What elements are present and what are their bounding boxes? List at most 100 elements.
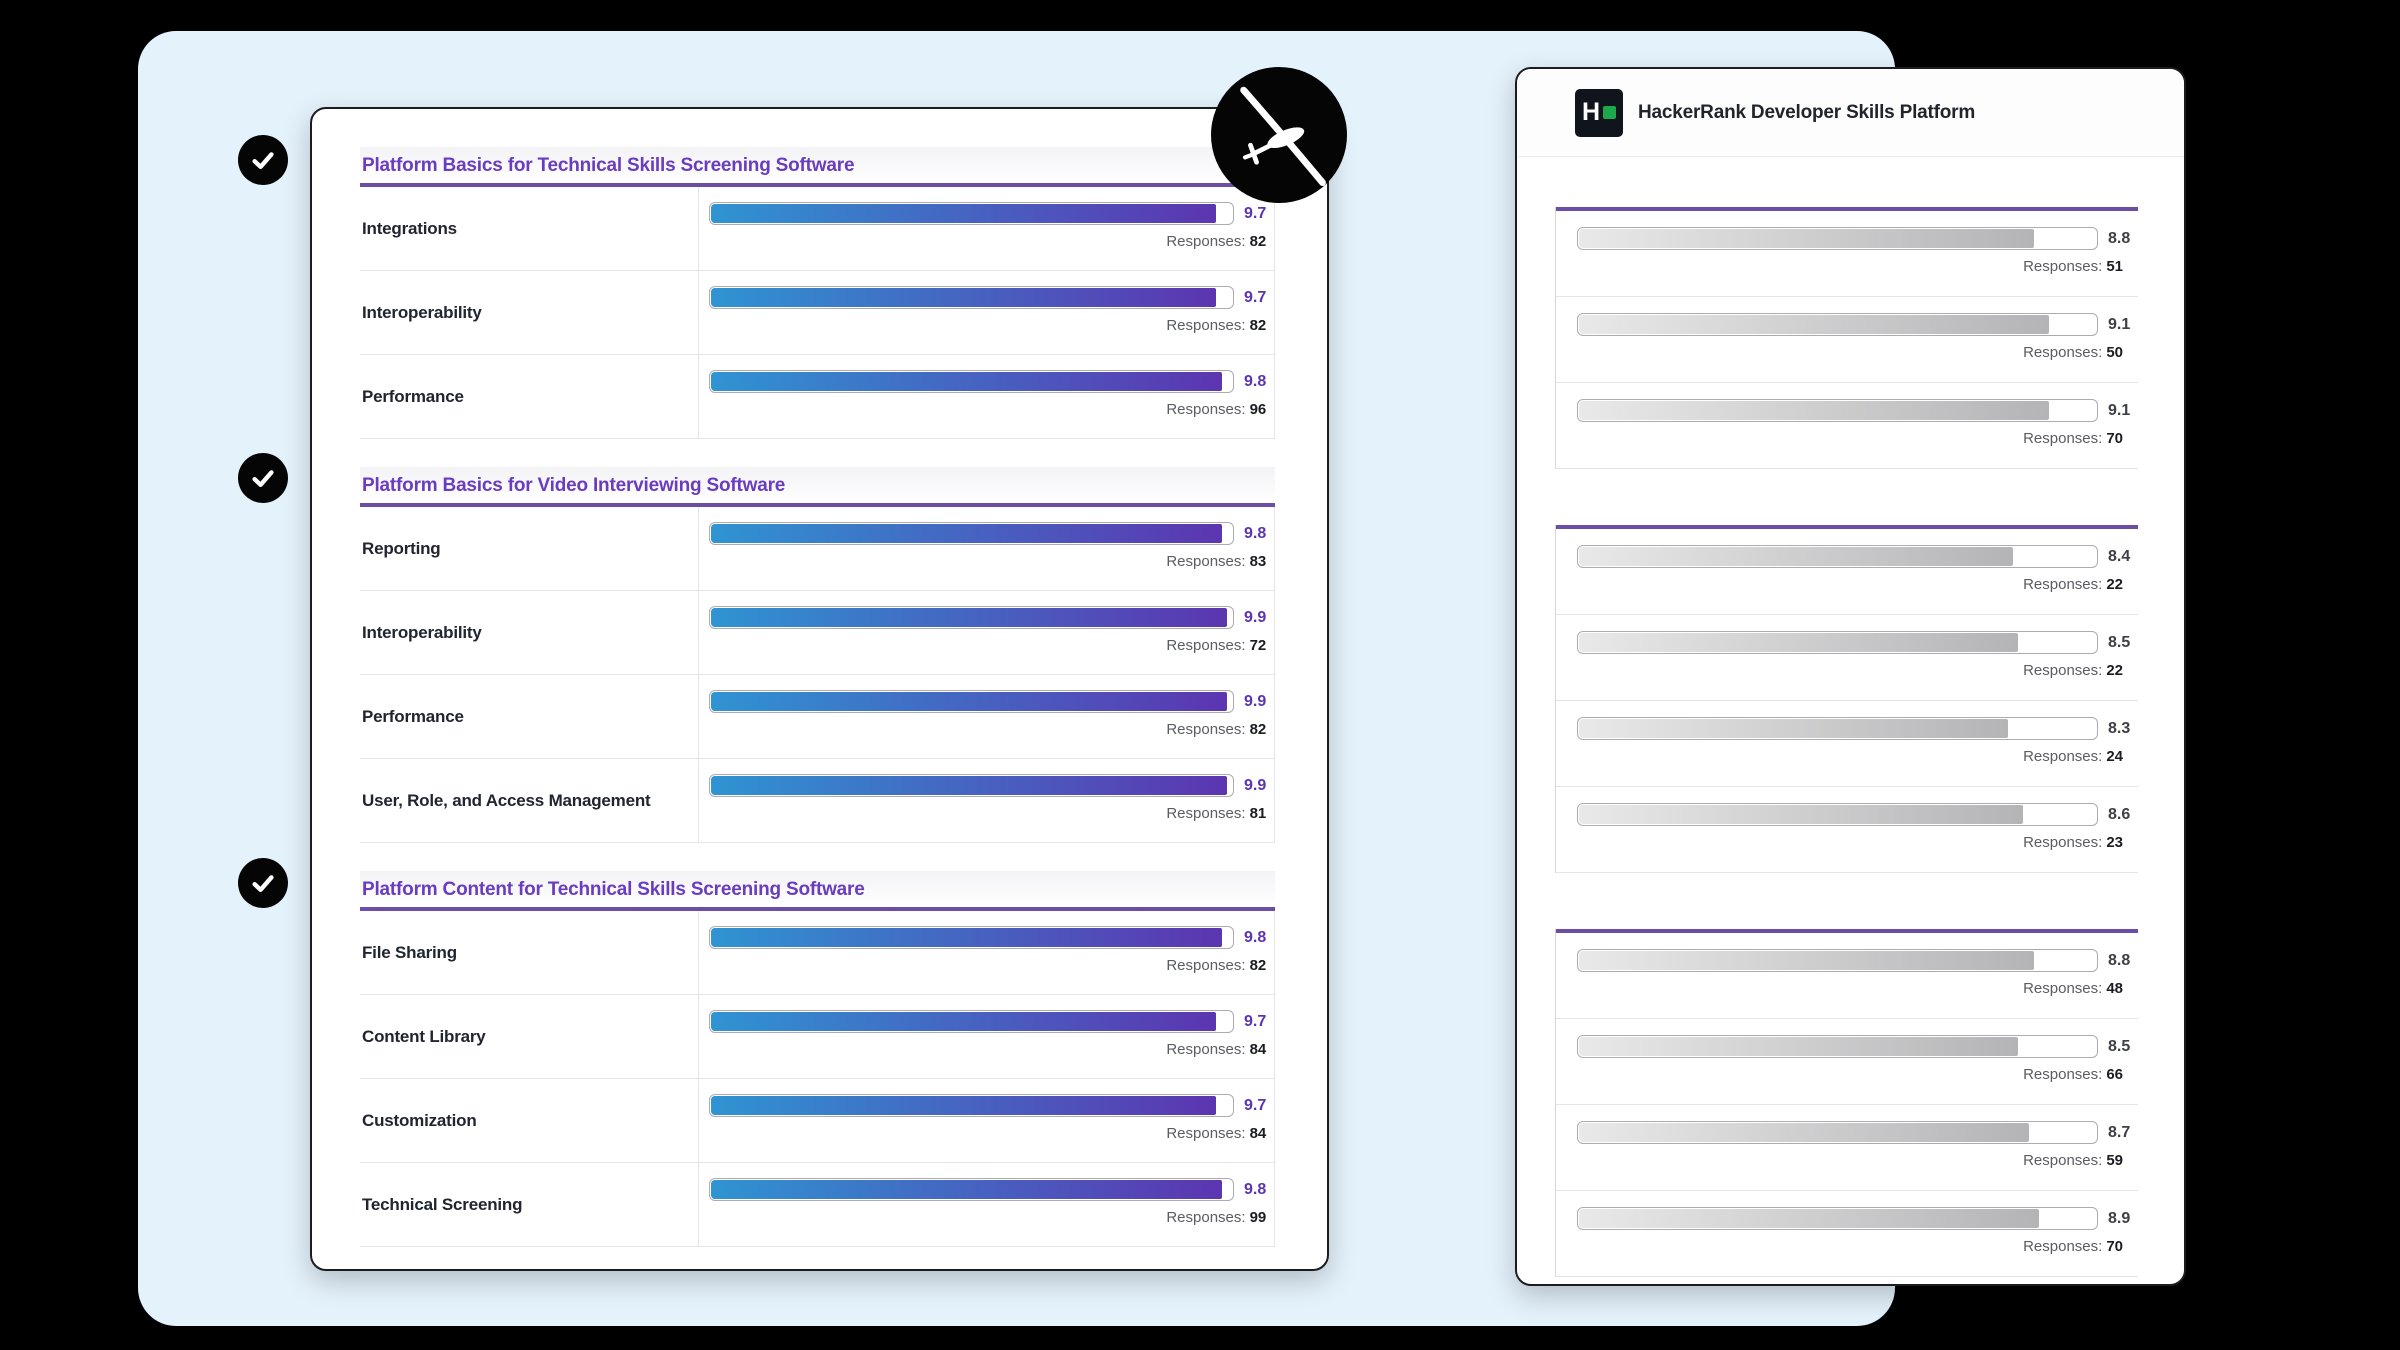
responses-line: Responses: 70 <box>1577 1238 2123 1255</box>
responses-label: Responses: <box>2023 662 2103 679</box>
responses-label: Responses: <box>2023 1152 2103 1169</box>
row-label: Performance <box>360 675 699 758</box>
section-rule <box>1556 207 2138 211</box>
responses-label: Responses: <box>2023 980 2103 997</box>
responses-count: 22 <box>2106 576 2123 593</box>
review-scores-card: Platform Basics for Technical Skills Scr… <box>310 107 1329 1271</box>
row-bar-cell: 9.8 Responses: 99 <box>699 1163 1282 1246</box>
row-label: Interoperability <box>360 591 699 674</box>
responses-line: Responses: 24 <box>1577 748 2123 765</box>
responses-label: Responses: <box>1166 637 1246 654</box>
score-row: Performance 9.8 Responses: 96 <box>360 355 1275 439</box>
responses-label: Responses: <box>1166 721 1246 738</box>
row-label: File Sharing <box>360 911 699 994</box>
responses-count: 96 <box>1249 401 1267 418</box>
check-icon <box>252 470 274 487</box>
responses-count: 50 <box>2106 344 2123 361</box>
responses-line: Responses: 82 <box>709 233 1266 250</box>
score-row: 8.5 Responses: 66 <box>1556 1019 2138 1105</box>
score-row: 8.9 Responses: 70 <box>1556 1191 2138 1277</box>
score-bar-fill <box>711 1096 1217 1115</box>
section-rule <box>360 907 1275 911</box>
responses-count: 99 <box>1249 1209 1267 1226</box>
score-section: Platform Content for Technical Skills Sc… <box>360 871 1275 1247</box>
check-icon <box>252 875 274 892</box>
row-label: Integrations <box>360 187 699 270</box>
hackerrank-sections: 8.8 Responses: 51 9.1 Responses: 50 9.1 Respons… <box>1555 207 2138 1277</box>
responses-line: Responses: 82 <box>709 317 1266 334</box>
score-bar-track <box>709 1178 1234 1201</box>
row-bar-cell: 9.8 Responses: 82 <box>699 911 1282 994</box>
section-rule <box>360 503 1275 507</box>
score-section: Platform Basics for Technical Skills Scr… <box>360 147 1275 439</box>
responses-label: Responses: <box>1166 553 1246 570</box>
score-bar-fill <box>1579 1123 2029 1142</box>
row-label: Content Library <box>360 995 699 1078</box>
responses-line: Responses: 84 <box>709 1041 1266 1058</box>
score-bar-fill <box>711 776 1227 795</box>
score-bar-fill <box>1579 805 2024 824</box>
responses-label: Responses: <box>1166 1125 1246 1142</box>
row-label: Interoperability <box>360 271 699 354</box>
responses-line: Responses: 22 <box>1577 576 2123 593</box>
responses-count: 48 <box>2106 980 2123 997</box>
score-bar-fill <box>711 1180 1222 1199</box>
check-icon <box>252 152 274 169</box>
score-bar-fill <box>1579 315 2050 334</box>
responses-count: 81 <box>1249 805 1267 822</box>
responses-line: Responses: 82 <box>709 957 1266 974</box>
score-bar-fill <box>1579 547 2013 566</box>
score-bar-line: 8.3 <box>1577 717 2130 740</box>
score-bar-line: 8.4 <box>1577 545 2130 568</box>
responses-line: Responses: 83 <box>709 553 1266 570</box>
responses-label: Responses: <box>2023 1066 2103 1083</box>
score-bar-track <box>1577 949 2098 972</box>
responses-count: 82 <box>1249 317 1267 334</box>
score-value: 9.7 <box>1244 1096 1267 1114</box>
glider-icon <box>1240 86 1326 187</box>
score-bar-line: 8.9 <box>1577 1207 2130 1230</box>
score-bar-track <box>1577 545 2098 568</box>
score-bar-line: 9.1 <box>1577 313 2130 336</box>
responses-label: Responses: <box>1166 317 1246 334</box>
score-bar-line: 8.5 <box>1577 631 2130 654</box>
row-label: Performance <box>360 355 699 438</box>
score-row: 9.1 Responses: 50 <box>1556 297 2138 383</box>
row-bar-cell: 9.7 Responses: 84 <box>699 1079 1282 1162</box>
responses-label: Responses: <box>1166 401 1246 418</box>
section-rule <box>1556 525 2138 529</box>
responses-label: Responses: <box>2023 344 2103 361</box>
score-bar-line: 9.9 <box>709 774 1266 797</box>
score-row: 8.6 Responses: 23 <box>1556 787 2138 873</box>
responses-line: Responses: 50 <box>1577 344 2123 361</box>
score-section: 8.8 Responses: 51 9.1 Responses: 50 9.1 Respons… <box>1555 207 2138 469</box>
responses-line: Responses: 70 <box>1577 430 2123 447</box>
score-bar-fill <box>1579 401 2050 420</box>
row-bar-cell: 9.8 Responses: 83 <box>699 507 1282 590</box>
score-bar-track <box>709 926 1234 949</box>
responses-count: 70 <box>2106 430 2123 447</box>
score-section: Platform Basics for Video Interviewing S… <box>360 467 1275 843</box>
score-bar-fill <box>711 928 1222 947</box>
row-bar-cell: 9.7 Responses: 84 <box>699 995 1282 1078</box>
score-bar-line: 9.7 <box>709 286 1266 309</box>
hackerrank-card-title: HackerRank Developer Skills Platform <box>1638 101 1976 123</box>
responses-count: 59 <box>2106 1152 2123 1169</box>
score-bar-line: 9.8 <box>709 926 1266 949</box>
score-bar-track <box>1577 1035 2098 1058</box>
score-bar-line: 8.7 <box>1577 1121 2130 1144</box>
score-value: 8.4 <box>2108 547 2131 565</box>
responses-label: Responses: <box>1166 1209 1246 1226</box>
score-bar-fill <box>1579 633 2019 652</box>
score-bar-line: 8.6 <box>1577 803 2130 826</box>
check-badge-1 <box>238 135 288 185</box>
score-row: 8.3 Responses: 24 <box>1556 701 2138 787</box>
score-row: Customization 9.7 Responses: 84 <box>360 1079 1275 1163</box>
score-bar-line: 9.9 <box>709 690 1266 713</box>
score-row: File Sharing 9.8 Responses: 82 <box>360 911 1275 995</box>
responses-label: Responses: <box>2023 834 2103 851</box>
score-row: 8.5 Responses: 22 <box>1556 615 2138 701</box>
score-bar-fill <box>1579 951 2034 970</box>
score-bar-track <box>1577 631 2098 654</box>
score-section: 8.4 Responses: 22 8.5 Responses: 22 8.3 Respons… <box>1555 525 2138 873</box>
